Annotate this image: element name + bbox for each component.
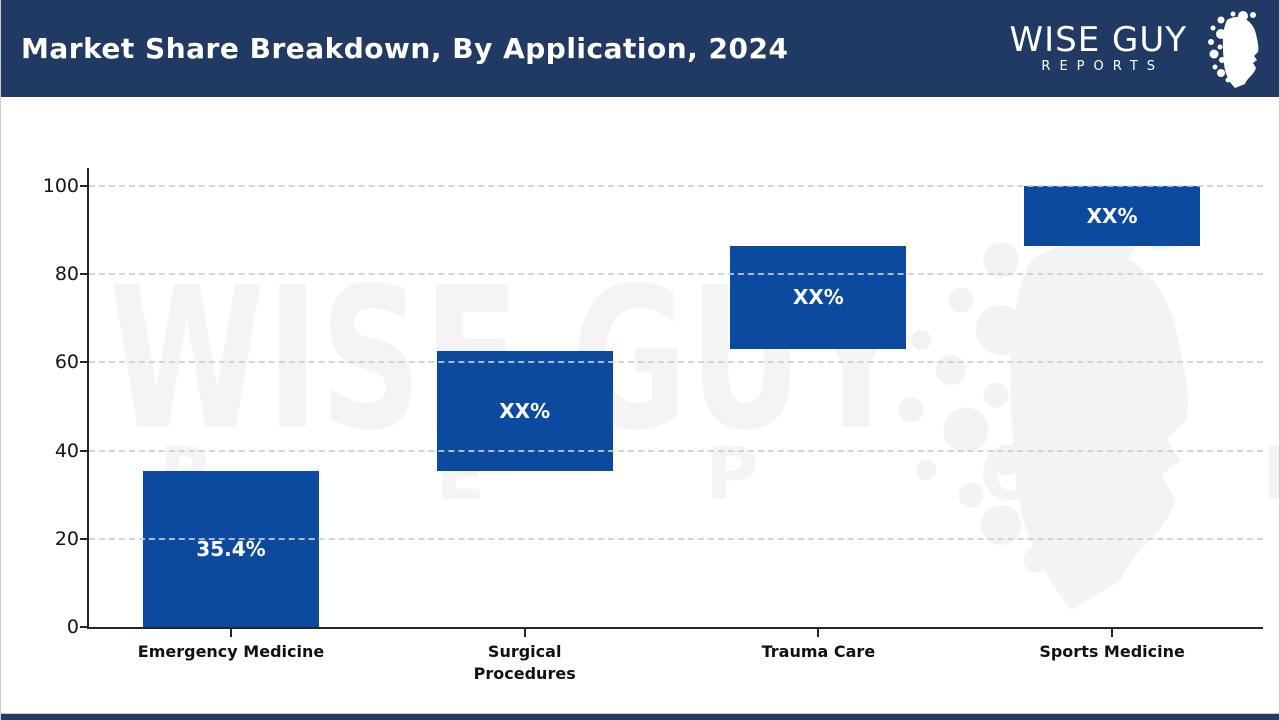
y-tick-label-60: 60 — [54, 351, 79, 374]
y-tick-mark-40 — [80, 449, 89, 452]
y-tick-mark-20 — [80, 537, 89, 540]
y-tick-mark-100 — [80, 185, 89, 187]
y-tick-mark-80 — [80, 273, 89, 276]
bar-emergency-medicine — [143, 470, 319, 627]
x-axis-spine — [87, 627, 1263, 629]
y-tick-mark-60 — [80, 361, 89, 364]
watermark-head-icon — [898, 215, 1188, 610]
x-category-label-sports-medicine: Sports Medicine — [1039, 642, 1185, 661]
bar-value-label-sports-medicine: XX% — [1086, 203, 1138, 228]
bar-value-label-emergency-medicine: 35.4% — [196, 536, 266, 561]
x-category-label-surgical-procedures: Surgical Procedures — [473, 642, 576, 684]
x-tick-mark-surgical-procedures — [523, 629, 526, 637]
wise-guy-reports-logo: WISE GUY REPORTS — [1009, 10, 1259, 88]
logo-wordmark: WISE GUY — [1009, 20, 1187, 61]
gridline-60 — [89, 361, 1263, 364]
bar-trauma-care — [730, 245, 907, 350]
y-tick-label-0: 0 — [66, 616, 79, 638]
x-category-label-emergency-medicine: Emergency Medicine — [137, 642, 325, 661]
bar-sports-medicine — [1024, 186, 1201, 246]
y-tick-label-100: 100 — [42, 175, 79, 197]
plot-area: 35.4% XX% XX% XX% 0 20 40 60 80 100 Emergency Medi… — [1, 97, 1279, 714]
bar-value-label-trauma-care: XX% — [792, 285, 844, 310]
y-tick-label-40: 40 — [54, 439, 79, 462]
header-band: Market Share Breakdown, By Application, … — [1, 0, 1279, 97]
footer-hairline — [1, 713, 1279, 714]
gridline-80 — [89, 273, 1263, 276]
y-axis-spine — [87, 168, 89, 629]
dotted-head-icon — [1208, 10, 1259, 88]
footer-band — [1, 714, 1279, 720]
logo-text: WISE GUY REPORTS — [1009, 20, 1187, 74]
y-tick-label-80: 80 — [54, 263, 79, 286]
y-tick-label-20: 20 — [54, 527, 79, 550]
chart-title: Market Share Breakdown, By Application, … — [21, 32, 789, 65]
gridline-20 — [89, 537, 1263, 540]
y-tick-mark-0 — [80, 626, 89, 628]
x-tick-mark-emergency-medicine — [230, 629, 232, 637]
gridline-100 — [89, 185, 1263, 187]
gridline-40 — [89, 449, 1263, 452]
x-category-label-trauma-care: Trauma Care — [761, 642, 876, 661]
bar-value-label-surgical-procedures: XX% — [499, 399, 551, 424]
x-tick-mark-trauma-care — [817, 629, 820, 637]
logo-subtitle: REPORTS — [1041, 58, 1165, 74]
x-tick-mark-sports-medicine — [1111, 629, 1114, 637]
